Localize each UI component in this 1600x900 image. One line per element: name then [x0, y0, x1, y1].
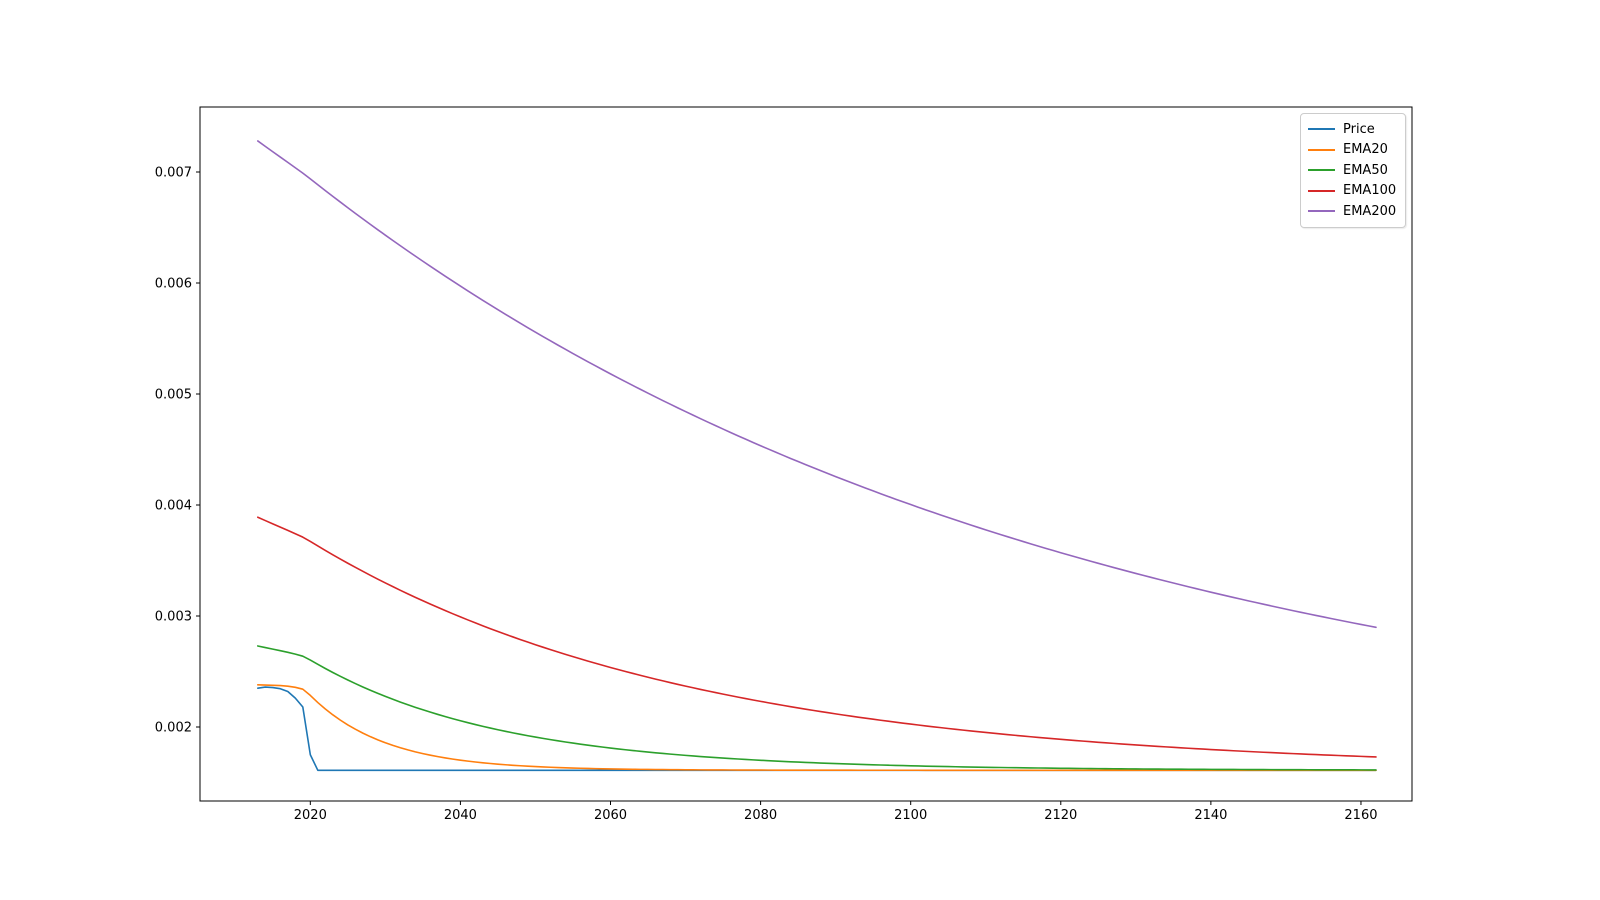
ema200-line: [256, 140, 1377, 629]
legend-item-ema50: EMA50: [1308, 160, 1397, 181]
x-tick-label: 2140: [1194, 808, 1227, 823]
x-tick-label: 2120: [1044, 808, 1077, 823]
legend: Price EMA20 EMA50 EMA100 EMA200: [1300, 113, 1406, 228]
ema100-line: [256, 516, 1377, 758]
x-tick-label: 2080: [744, 808, 777, 823]
y-tick-label: 0.007: [155, 166, 192, 181]
y-tick-label: 0.003: [155, 609, 192, 624]
x-tick-label: 2160: [1344, 808, 1377, 823]
legend-label-ema50: EMA50: [1343, 162, 1388, 178]
y-tick-label: 0.002: [155, 720, 192, 735]
legend-item-ema200: EMA200: [1308, 201, 1397, 222]
y-tick-label: 0.006: [155, 277, 192, 292]
x-tick-label: 2100: [894, 808, 927, 823]
ema50-line-swatch: [1308, 169, 1335, 172]
legend-label-price: Price: [1343, 121, 1375, 137]
legend-item-ema100: EMA100: [1308, 181, 1397, 202]
legend-item-price: Price: [1308, 119, 1397, 140]
ema200-line-swatch: [1308, 210, 1335, 213]
y-tick-label: 0.004: [155, 498, 192, 513]
ema20-line: [256, 684, 1377, 772]
legend-item-ema20: EMA20: [1308, 140, 1397, 161]
x-tick-label: 2040: [444, 808, 477, 823]
x-tick-label: 2060: [594, 808, 627, 823]
price-line-swatch: [1308, 128, 1335, 131]
x-tick-label: 2020: [294, 808, 327, 823]
ema100-line-swatch: [1308, 189, 1335, 192]
ema20-line-swatch: [1308, 148, 1335, 151]
legend-label-ema20: EMA20: [1343, 142, 1388, 158]
axes-box: [199, 106, 1413, 802]
ema50-line: [256, 645, 1377, 771]
y-tick-label: 0.005: [155, 387, 192, 402]
legend-label-ema200: EMA200: [1343, 203, 1397, 219]
legend-label-ema100: EMA100: [1343, 183, 1397, 199]
